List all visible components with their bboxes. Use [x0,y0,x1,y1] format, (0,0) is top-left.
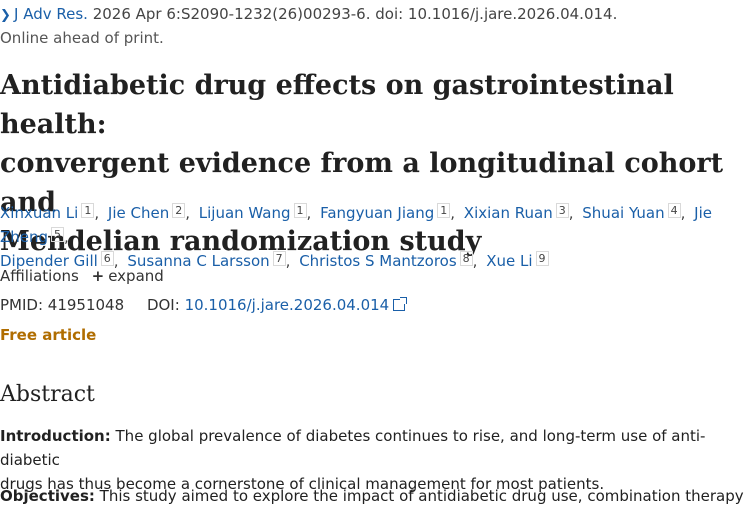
author-link[interactable]: Lijuan Wang [198,204,291,222]
abstract-introduction: Introduction: The global prevalence of d… [0,424,750,496]
expand-affiliations-button[interactable]: + expand [92,267,164,285]
journal-link[interactable]: J Adv Res. [14,5,88,23]
doi-label: DOI: [146,296,180,314]
title-line: Mendelian randomization study [0,226,482,257]
doi-value: 10.1016/j.jare.2026.04.014 [184,296,390,314]
affiliation-number[interactable]: 1 [437,203,451,218]
affiliation-number[interactable]: 6 [100,251,114,266]
abstract-heading: Abstract [0,382,95,407]
author-link[interactable]: Dipender Gill [0,252,98,270]
affiliation-number[interactable]: 8 [459,251,473,266]
plus-icon: + [91,267,105,285]
doi-link[interactable]: 10.1016/j.jare.2026.04.014 [184,296,408,314]
expand-label: expand [108,267,164,285]
author-link[interactable]: Shuai Yuan [582,204,665,222]
article-title: Antidiabetic drug effects on gastrointes… [0,66,750,261]
pmid-value: 41951048 [47,296,125,314]
online-status: Online ahead of print. [0,29,164,47]
affiliations-row: Affiliations + expand [0,266,164,286]
author-link[interactable]: Jie Zheng [0,204,712,246]
affiliation-number[interactable]: 3 [555,203,569,218]
identifiers-row: PMID: 41951048 DOI: 10.1016/j.jare.2026.… [0,295,408,315]
introduction-label: Introduction: [0,427,111,445]
author-link[interactable]: Xinxuan Li [0,204,79,222]
pmid-label: PMID: [0,296,44,314]
affiliation-number[interactable]: 1 [293,203,307,218]
external-link-icon [393,297,408,311]
citation-details: 2026 Apr 6:S2090-1232(26)00293-6. doi: 1… [92,5,618,23]
introduction-text-line: The global prevalence of diabetes contin… [0,427,706,469]
abstract-objectives: Objectives: This study aimed to explore … [0,484,750,508]
author-link[interactable]: Fangyuan Jiang [320,204,435,222]
affiliation-number[interactable]: 7 [272,251,286,266]
title-line: Antidiabetic drug effects on gastrointes… [0,70,674,140]
author-link[interactable]: Susanna C Larsson [127,252,270,270]
affiliation-number[interactable]: 1 [81,203,95,218]
chevron-right-icon[interactable]: ❯ [0,8,11,23]
author-link[interactable]: Xue Li [486,252,533,270]
author-link[interactable]: Jie Chen [107,204,170,222]
affiliation-number[interactable]: 5 [51,227,65,242]
objectives-text: This study aimed to explore the impact o… [94,487,744,505]
author-link[interactable]: Xixian Ruan [463,204,553,222]
citation-line: ❯ J Adv Res. 2026 Apr 6:S2090-1232(26)002… [0,4,617,26]
title-line: convergent evidence from a longitudinal … [0,148,724,218]
introduction-text-line: drugs has thus become a cornerstone of c… [0,475,605,493]
affiliation-number[interactable]: 9 [535,251,549,266]
author-link[interactable]: Christos S Mantzoros [299,252,457,270]
affiliation-number[interactable]: 2 [172,203,186,218]
affiliation-number[interactable]: 4 [667,203,681,218]
affiliations-label: Affiliations [0,267,79,285]
free-article-badge: Free article [0,326,97,344]
authors-list: Xinxuan Li 1, Jie Chen 2, Lijuan Wang 1, Fa… [0,203,712,270]
objectives-label: Objectives: [0,487,95,505]
